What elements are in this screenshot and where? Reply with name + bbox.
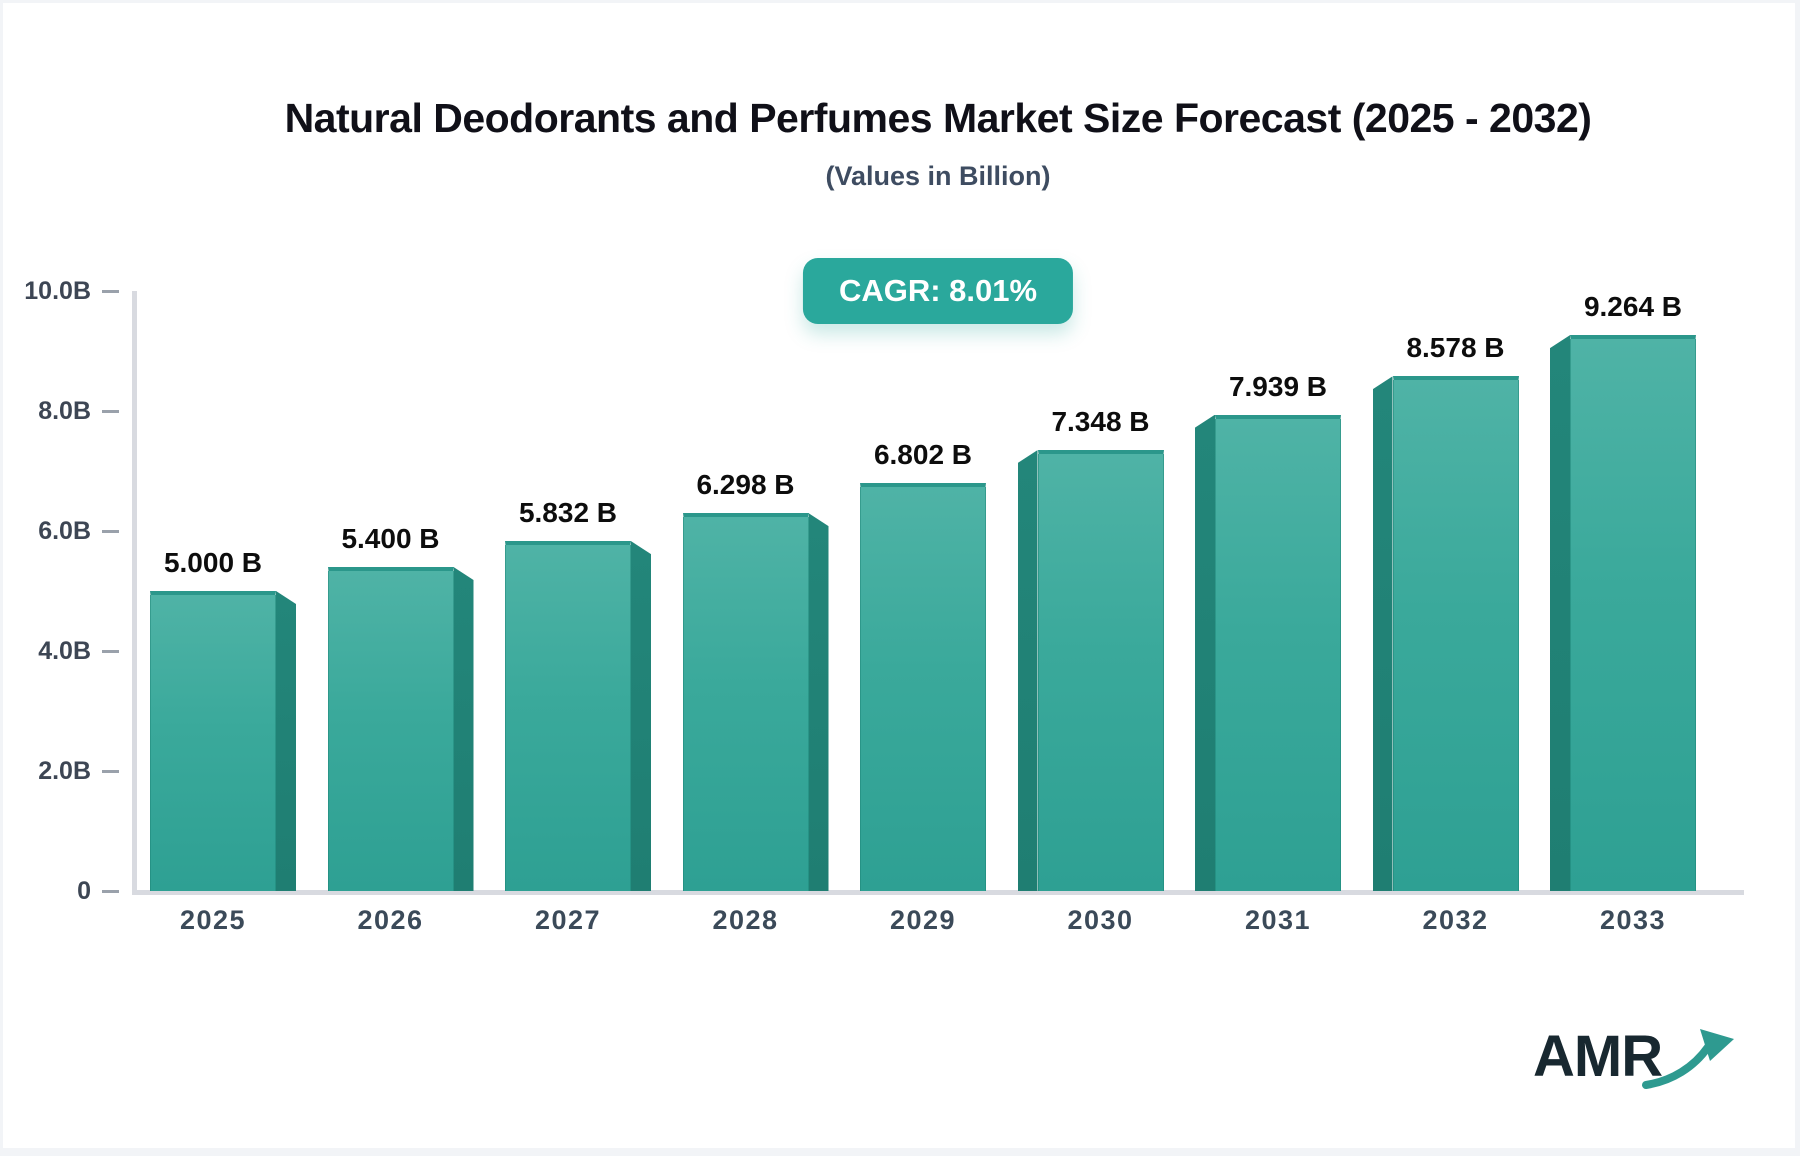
bar-value-label: 8.578 B [1406,332,1505,364]
bar-2027 [505,541,631,891]
x-axis-label: 2028 [712,905,779,935]
y-tick-dash [102,290,119,293]
bar-side-face [1017,450,1038,891]
bar-value-label: 6.298 B [696,469,795,501]
bar-2029 [860,482,986,891]
y-tick-label: 4.0B [38,637,91,665]
chart-card: Natural Deodorants and Perfumes Market S… [3,3,1795,1148]
bar-side-face [808,513,829,891]
y-tick-dash [102,890,119,893]
x-axis-label: 2029 [889,905,957,935]
y-tick-dash [102,530,119,533]
x-axis-line [132,890,1744,895]
bar-2031 [1215,414,1341,891]
bar-value-label: 5.400 B [341,523,440,554]
chart-subtitle: (Values in Billion) [825,161,1051,191]
y-axis-line [132,291,137,893]
amr-logo: AMR [1533,1025,1740,1093]
bar-side-face [276,591,296,891]
bar-2030 [1037,450,1164,891]
y-tick-label: 10.0B [24,277,91,305]
bar-value-label: 9.264 B [1583,291,1683,323]
x-axis-label: 2033 [1599,905,1667,935]
y-tick-label: 8.0B [38,397,91,425]
bar-side-face [631,541,651,891]
trend-arrow-icon [1642,1029,1735,1089]
y-tick-dash [102,410,119,413]
bar-2032 [1392,376,1519,891]
bar-value-label: 5.832 B [518,497,618,529]
y-tick-label: 6.0B [38,517,91,545]
x-axis-label: 2032 [1422,905,1489,935]
y-tick-label: 0 [77,877,91,905]
chart-title: Natural Deodorants and Perfumes Market S… [284,95,1592,141]
y-tick-dash [102,770,119,773]
bar-2025 [150,591,276,891]
x-axis-label: 2027 [534,905,602,935]
bar-2026 [327,567,454,891]
bar-2028 [682,513,809,891]
x-axis-label: 2030 [1067,905,1134,935]
x-axis-label: 2031 [1244,905,1312,935]
bar-side-face [1195,414,1215,891]
y-tick-label: 2.0B [38,757,91,785]
bar-value-label: 6.802 B [873,438,973,470]
bar-value-label: 7.348 B [1051,406,1150,438]
amr-logo-text: AMR [1533,1024,1663,1089]
bar-chart-plot: 0 2.0B 4.0B 6.0B 8.0B 10.0B 5.000 B 2025 5.400 B… [24,277,1744,935]
x-axis-label: 2025 [179,905,247,935]
y-tick-dash [102,650,119,653]
bar-2033 [1570,335,1696,891]
bar-value-label: 5.000 B [163,547,263,578]
cagr-badge: CAGR: 8.01% [802,258,1074,324]
bar-side-face [453,567,474,891]
bar-side-face [1550,335,1570,891]
x-axis-label: 2026 [357,905,424,935]
bar-value-label: 7.939 B [1228,370,1328,402]
bar-side-face [1372,376,1393,891]
